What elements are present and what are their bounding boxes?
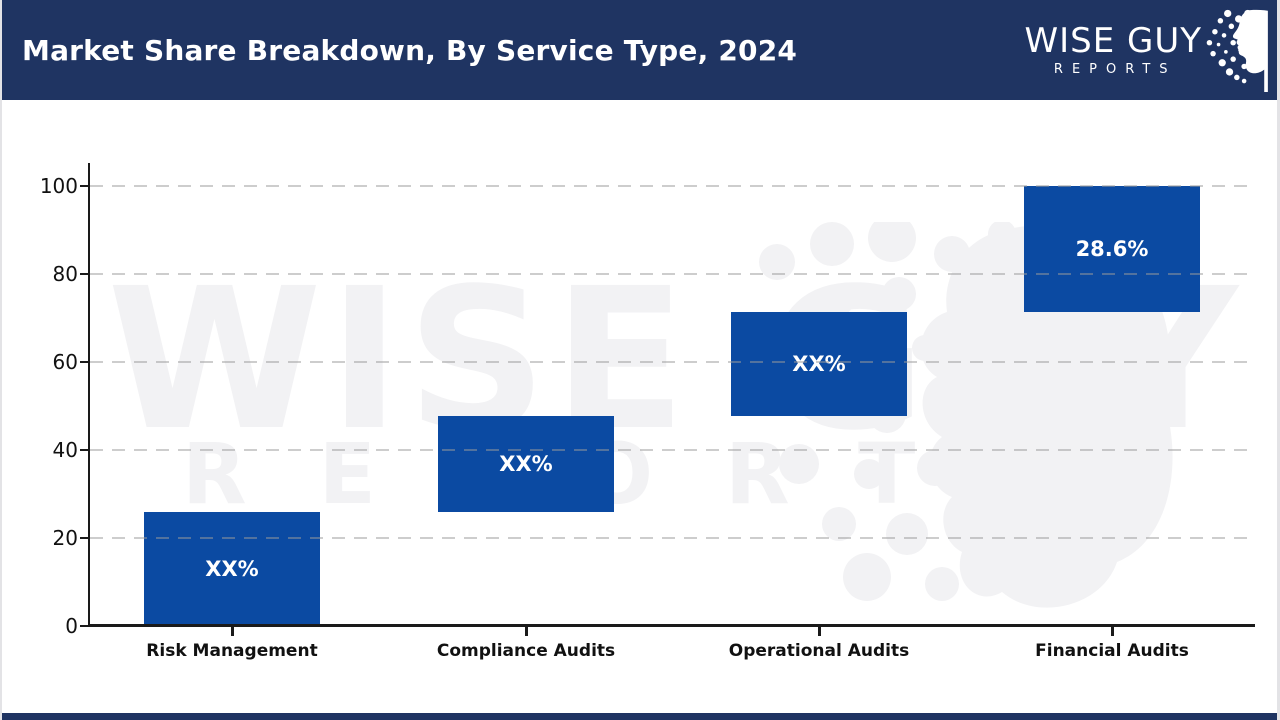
- footer-bar: [2, 713, 1277, 720]
- x-tick-mark: [525, 627, 528, 636]
- y-tick-mark: [80, 361, 88, 363]
- x-tick-mark: [818, 627, 821, 636]
- y-axis-line: [88, 163, 90, 627]
- y-tick-label: 0: [65, 614, 78, 638]
- logo-wordmark: WISE GUY: [1024, 20, 1202, 61]
- gridline-100: [90, 185, 1255, 187]
- y-tick-label: 80: [52, 262, 78, 286]
- y-tick-mark: [80, 273, 88, 275]
- y-tick-mark: [80, 185, 88, 187]
- y-tick-mark: [80, 625, 88, 627]
- bar-value-label: XX%: [499, 451, 553, 476]
- bar-risk-management: XX%: [144, 511, 320, 626]
- logo-head-icon: [1206, 9, 1268, 92]
- x-tick-mark: [1111, 627, 1114, 636]
- y-tick-label: 60: [52, 350, 78, 374]
- bar-value-label: XX%: [792, 351, 846, 376]
- x-axis-line: [88, 624, 1255, 627]
- logo-text: WISE GUY REPORTS: [1024, 24, 1202, 77]
- x-category-label: Operational Audits: [728, 641, 910, 661]
- y-tick-mark: [80, 537, 88, 539]
- x-category-label: Compliance Audits: [436, 641, 616, 661]
- y-tick-label: 100: [39, 174, 78, 198]
- gridline-20: [90, 537, 1255, 539]
- x-category-label: Financial Audits: [1035, 641, 1189, 661]
- gridline-60: [90, 361, 1255, 363]
- bar-financial-audits: 28.6%: [1024, 186, 1200, 312]
- watermark-subtext: REPORTS: [182, 425, 1120, 523]
- brand-logo: WISE GUY REPORTS: [1024, 8, 1268, 92]
- bar-value-label: XX%: [205, 556, 259, 581]
- x-tick-mark: [231, 627, 234, 636]
- bar-value-label: 28.6%: [1075, 236, 1149, 261]
- page-title: Market Share Breakdown, By Service Type,…: [22, 33, 798, 67]
- y-tick-mark: [80, 449, 88, 451]
- gridline-40: [90, 449, 1255, 451]
- logo-subtext: REPORTS: [1053, 61, 1177, 77]
- y-tick-label: 40: [52, 438, 78, 462]
- y-tick-label: 20: [52, 526, 78, 550]
- header: Market Share Breakdown, By Service Type,…: [2, 0, 1277, 100]
- bar-operational-audits: XX%: [731, 311, 907, 417]
- bar-compliance-audits: XX%: [438, 416, 614, 512]
- gridline-80: [90, 273, 1255, 275]
- x-category-label: Risk Management: [146, 641, 318, 661]
